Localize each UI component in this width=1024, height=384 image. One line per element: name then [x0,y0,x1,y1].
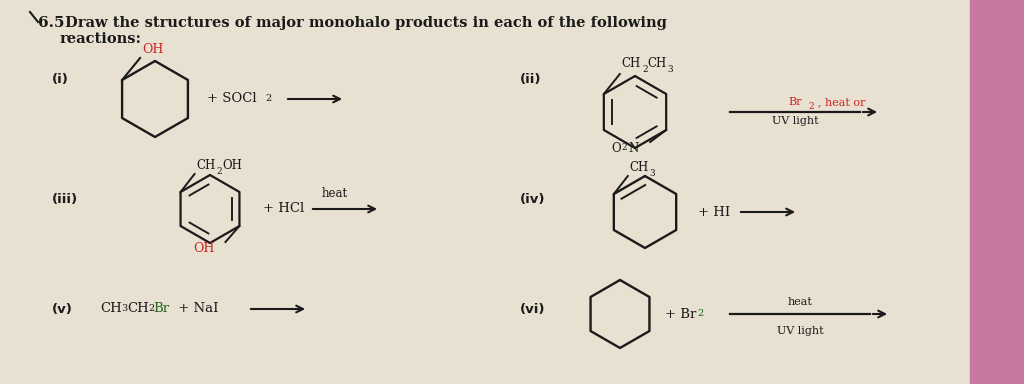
Bar [970,0,1024,384]
Text: + SOCl: + SOCl [207,93,257,106]
Text: Draw the structures of major monohalo products in each of the following: Draw the structures of major monohalo pr… [60,16,667,30]
Text: (vi): (vi) [520,303,546,316]
Text: 2: 2 [216,167,222,176]
Text: (ii): (ii) [520,73,542,86]
Text: Br: Br [788,97,802,107]
Text: 2: 2 [697,309,703,318]
Text: O: O [611,141,621,154]
Text: reactions:: reactions: [60,32,142,46]
Text: + HI: + HI [698,205,730,218]
Text: + Br: + Br [665,308,696,321]
Text: OH: OH [142,43,164,56]
Text: 3: 3 [668,65,674,74]
Text: 2: 2 [643,65,648,74]
Text: (v): (v) [52,303,73,316]
Text: 2: 2 [265,94,271,103]
Text: (iv): (iv) [520,192,546,205]
Text: , heat or: , heat or [818,97,865,107]
Text: 6.5: 6.5 [38,16,65,30]
Text: 2: 2 [622,143,627,152]
Text: UV light: UV light [776,326,823,336]
Text: 3: 3 [121,304,127,313]
Text: + NaI: + NaI [174,303,218,316]
Text: CH: CH [622,57,641,70]
Text: CH: CH [648,57,667,70]
Text: (i): (i) [52,73,69,86]
Text: 2: 2 [148,304,155,313]
Text: 3: 3 [650,169,655,178]
Text: heat: heat [787,297,812,307]
Text: OH: OH [222,159,243,172]
Text: CH: CH [197,159,216,172]
Text: Br: Br [153,303,169,316]
Text: OH: OH [194,242,215,255]
Text: + HCl: + HCl [263,202,304,215]
Text: CH: CH [630,161,649,174]
Text: CH: CH [100,303,122,316]
Text: 2: 2 [808,102,814,111]
Text: N: N [628,141,638,154]
Text: (iii): (iii) [52,192,78,205]
Text: CH: CH [127,303,148,316]
Text: heat: heat [322,187,348,200]
Text: UV light: UV light [772,116,818,126]
